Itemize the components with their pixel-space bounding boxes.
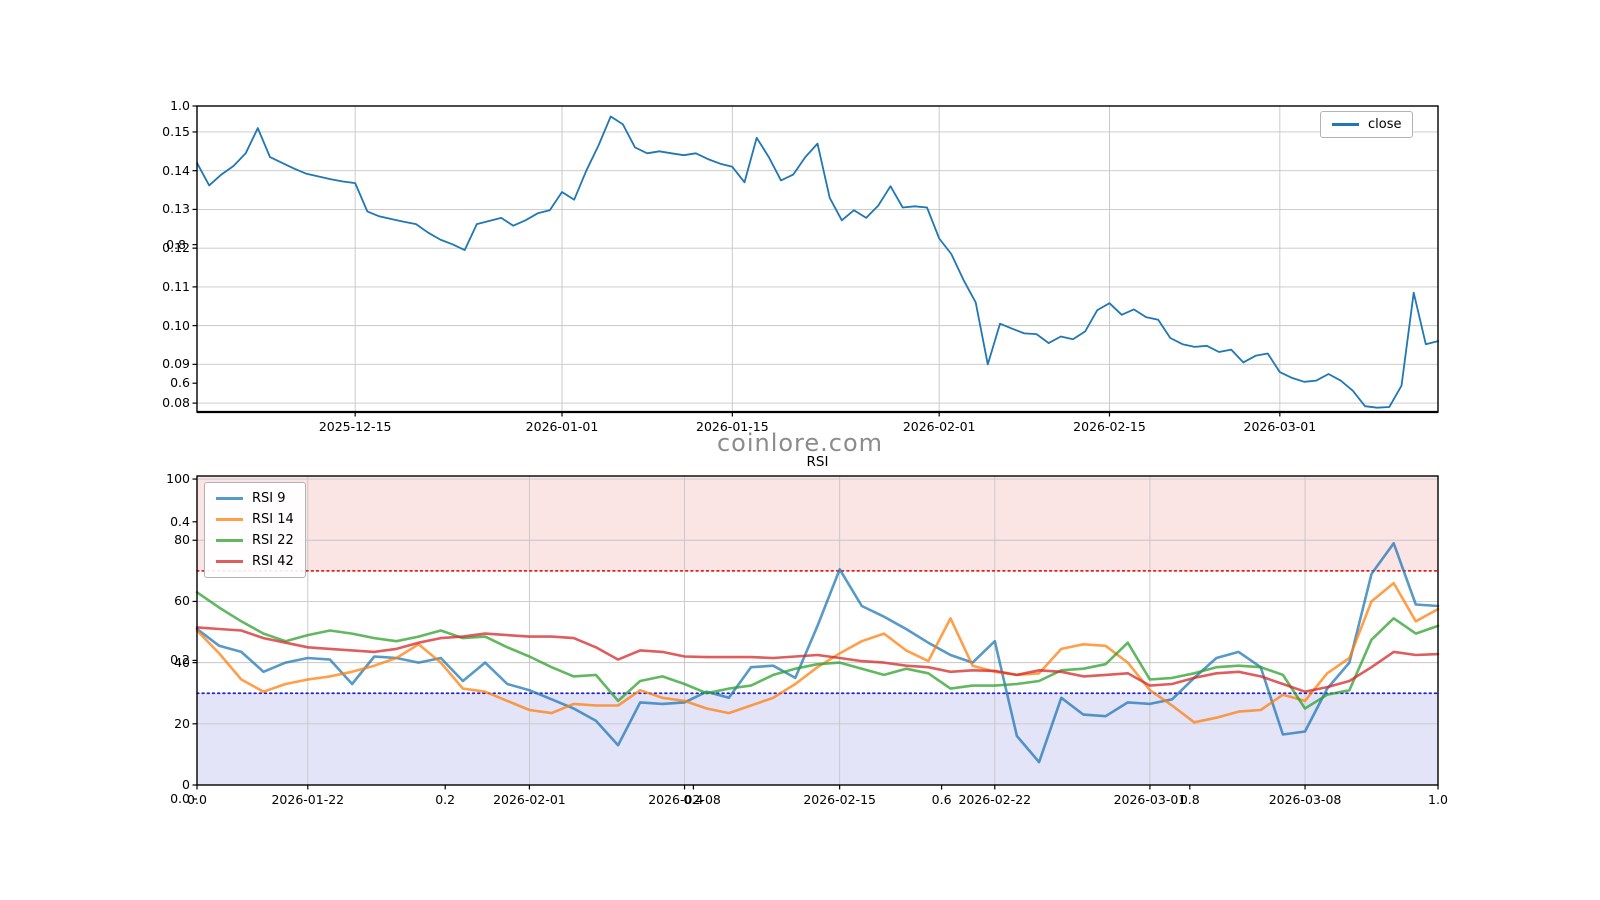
rsi-chart-title: RSI [806, 454, 829, 470]
rsi14-line-sample [216, 518, 243, 521]
rsi22-legend-label: RSI 22 [252, 533, 294, 548]
rsi22-line-sample [216, 539, 243, 542]
legend-row-rsi42: RSI 42 [216, 554, 294, 569]
legend-row-rsi22: RSI 22 [216, 533, 294, 548]
legend-row-rsi9: RSI 9 [216, 491, 294, 506]
rsi-series-rsi-9 [195, 541, 1440, 764]
rsi-series-rsi-42 [195, 626, 1440, 694]
rsi-legend: RSI 9 RSI 14 RSI 22 RSI 42 [204, 482, 306, 578]
rsi42-legend-label: RSI 42 [252, 554, 294, 569]
rsi-band [197, 693, 1438, 785]
rsi-series-rsi-14 [195, 581, 1440, 724]
price-series-close [196, 115, 1439, 409]
rsi-band [197, 476, 1438, 571]
rsi-series-rsi-22 [195, 590, 1440, 710]
rsi9-legend-label: RSI 9 [252, 491, 286, 506]
price-legend: close [1320, 111, 1414, 138]
rsi14-legend-label: RSI 14 [252, 512, 294, 527]
close-legend-label: close [1368, 117, 1402, 132]
rsi42-line-sample [216, 560, 243, 563]
legend-row-rsi14: RSI 14 [216, 512, 294, 527]
rsi9-line-sample [216, 497, 243, 500]
legend-row-close: close [1332, 117, 1401, 132]
close-line-sample [1332, 123, 1359, 126]
watermark: coinlore.com [716, 429, 884, 457]
